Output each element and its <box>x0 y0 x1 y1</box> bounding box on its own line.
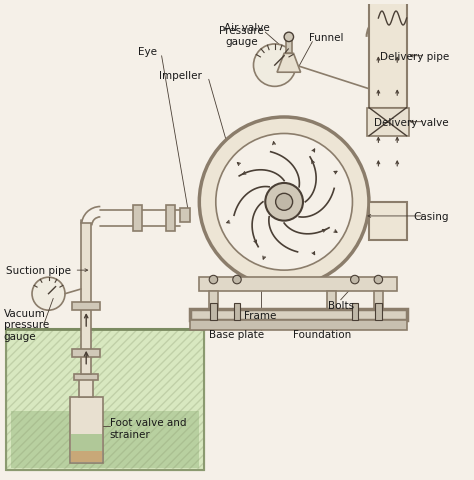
Bar <box>352 303 358 320</box>
Text: Foot valve and
strainer: Foot valve and strainer <box>110 417 186 439</box>
Text: Vacuum
pressure
gauge: Vacuum pressure gauge <box>4 308 49 341</box>
Text: Delivery valve: Delivery valve <box>374 118 449 127</box>
Circle shape <box>276 194 292 211</box>
Text: Base plate: Base plate <box>210 329 264 339</box>
Circle shape <box>32 277 65 311</box>
Bar <box>210 303 217 320</box>
Bar <box>72 302 100 311</box>
Bar <box>133 205 142 232</box>
Bar <box>374 292 383 315</box>
Text: Impeller: Impeller <box>159 71 202 81</box>
Bar <box>366 108 409 136</box>
Bar <box>327 292 336 315</box>
Circle shape <box>209 276 218 284</box>
Bar <box>234 303 240 320</box>
Circle shape <box>265 183 303 221</box>
Bar <box>369 0 407 108</box>
Text: Frame: Frame <box>245 310 277 320</box>
Text: Bolts: Bolts <box>328 301 354 311</box>
Bar <box>11 412 199 468</box>
Text: Air valve: Air valve <box>224 24 269 34</box>
Text: Casing: Casing <box>413 212 449 221</box>
Bar <box>286 40 292 54</box>
Text: Delivery pipe: Delivery pipe <box>380 52 449 61</box>
Text: Eye: Eye <box>138 47 157 57</box>
Bar <box>71 434 102 462</box>
Bar <box>74 374 98 380</box>
Bar <box>6 329 204 470</box>
Circle shape <box>374 276 383 284</box>
Bar <box>166 205 175 232</box>
Bar <box>190 320 407 330</box>
Circle shape <box>199 118 369 287</box>
Bar <box>81 224 91 374</box>
Bar <box>71 451 102 462</box>
Bar <box>369 203 407 240</box>
Bar <box>70 397 103 463</box>
Polygon shape <box>277 54 301 73</box>
Circle shape <box>284 33 293 43</box>
Bar <box>79 379 93 397</box>
Bar <box>180 209 190 222</box>
Text: Suction pipe: Suction pipe <box>6 265 71 276</box>
Text: Foundation: Foundation <box>292 329 351 339</box>
Bar <box>72 349 100 358</box>
Bar <box>199 277 397 292</box>
Circle shape <box>351 276 359 284</box>
Bar <box>190 310 407 320</box>
Circle shape <box>216 134 353 271</box>
Circle shape <box>233 276 241 284</box>
Bar <box>209 292 218 315</box>
Text: Funnel: Funnel <box>309 33 344 43</box>
Bar <box>6 329 204 470</box>
Bar <box>375 303 382 320</box>
Circle shape <box>254 45 296 87</box>
Text: Pressure
gauge: Pressure gauge <box>219 25 264 47</box>
